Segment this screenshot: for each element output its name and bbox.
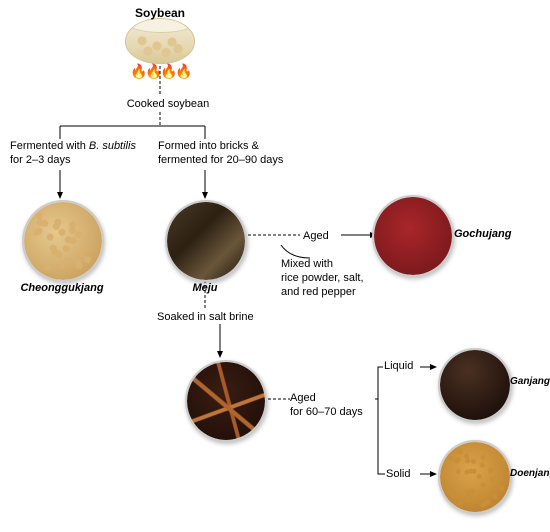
step-formed_bricks: Formed into bricks & fermented for 20–90… — [158, 140, 318, 168]
step-solid: Solid — [386, 468, 436, 482]
step-liquid: Liquid — [384, 360, 434, 374]
step-ferment_bs: Fermented with B. subtilis for 2–3 days — [10, 140, 150, 168]
doenjang-label: Doenjang — [510, 468, 550, 481]
step-cooked: Cooked soybean — [118, 98, 218, 112]
step-mixed: Mixed with rice powder, salt, and red pe… — [281, 258, 391, 299]
step-brine_txt: Soaked in salt brine — [157, 311, 287, 325]
step-aged2: Aged for 60–70 days — [290, 392, 390, 420]
doenjang-dish — [438, 440, 512, 514]
ganjang-label: Ganjang — [510, 376, 550, 389]
brine-dish — [185, 360, 267, 442]
soybean-title: Soybean — [120, 6, 200, 21]
meju-label: Meju — [170, 282, 240, 296]
flowchart-canvas: Soybean 🔥🔥🔥🔥 CheonggukjangMejuGochujangG… — [0, 0, 550, 532]
cheonggukjang-dish — [22, 200, 104, 282]
flame-icon: 🔥 — [175, 64, 192, 78]
step-aged1: Aged — [303, 230, 343, 244]
gochujang-label: Gochujang — [454, 228, 524, 242]
meju-dish — [165, 200, 247, 282]
ganjang-dish — [438, 348, 512, 422]
cheonggukjang-label: Cheonggukjang — [7, 282, 117, 296]
soybean-pot — [125, 18, 195, 64]
